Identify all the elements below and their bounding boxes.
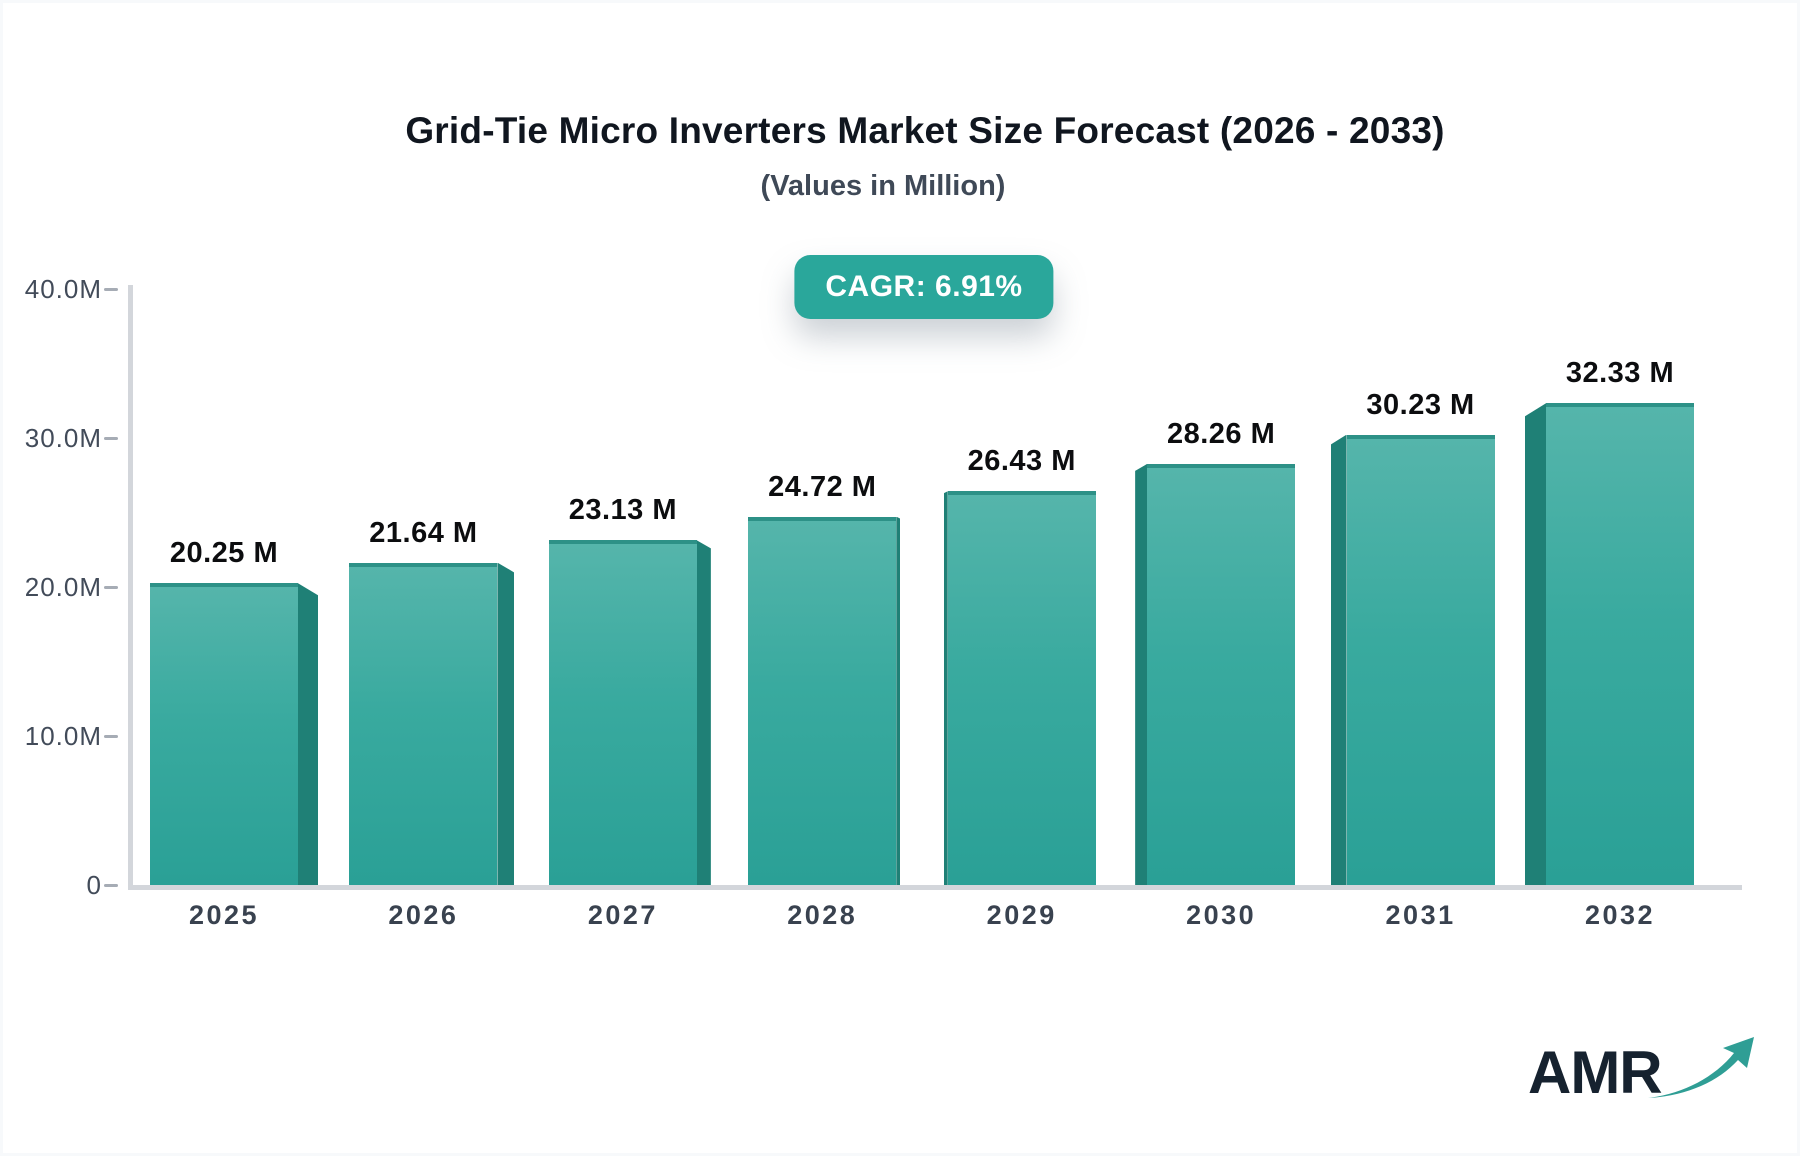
bar xyxy=(548,540,697,885)
bar-side-shadow xyxy=(896,516,901,885)
y-axis-tick xyxy=(104,288,118,291)
y-axis-label: 20.0M xyxy=(24,572,102,602)
x-axis-label: 2027 xyxy=(587,900,658,930)
y-axis-line xyxy=(128,285,133,885)
chart-subtitle: (Values in Million) xyxy=(760,170,1006,202)
x-axis-label: 2028 xyxy=(787,900,858,930)
bar-value-label: 30.23 M xyxy=(1366,388,1475,421)
y-axis-tick xyxy=(104,884,118,887)
bar-value-label: 23.13 M xyxy=(568,494,677,527)
bar xyxy=(1346,434,1495,885)
x-axis-label: 2026 xyxy=(388,900,459,930)
bar-side-shadow xyxy=(696,540,711,885)
bar xyxy=(947,491,1096,885)
bar-side-shadow xyxy=(298,583,318,885)
x-axis-label: 2030 xyxy=(1186,900,1257,930)
bar-value-label: 32.33 M xyxy=(1565,357,1675,390)
cagr-badge: CAGR: 6.91% xyxy=(794,255,1054,319)
y-axis-tick xyxy=(104,586,118,589)
y-axis-label: 30.0M xyxy=(24,423,102,453)
trend-arrow-icon xyxy=(1648,1037,1754,1098)
bar xyxy=(1147,463,1296,885)
bar xyxy=(748,516,897,885)
bar-side-shadow xyxy=(1135,463,1148,885)
y-axis-tick xyxy=(104,437,118,440)
chart-title: Grid-Tie Micro Inverters Market Size For… xyxy=(405,110,1445,151)
bar xyxy=(1546,403,1694,885)
y-axis-tick xyxy=(104,735,118,738)
x-axis-label: 2032 xyxy=(1584,900,1656,930)
y-axis-label: 10.0M xyxy=(24,721,102,751)
bar-side-shadow xyxy=(497,562,515,885)
bar-side-shadow xyxy=(1525,403,1546,885)
bar-value-label: 21.64 M xyxy=(369,516,478,549)
x-axis-label: 2025 xyxy=(188,900,260,930)
bar-side-shadow xyxy=(943,491,948,885)
amr-logo: AMR xyxy=(1528,1032,1758,1122)
bar xyxy=(349,562,498,885)
bar-value-label: 20.25 M xyxy=(169,537,279,570)
logo-text: AMR xyxy=(1528,1039,1663,1106)
bar xyxy=(150,583,298,885)
bar-value-label: 26.43 M xyxy=(967,445,1076,478)
bar-value-label: 28.26 M xyxy=(1166,417,1276,450)
bar-value-label: 24.72 M xyxy=(768,470,877,503)
y-axis-label: 0 xyxy=(86,870,102,900)
y-axis-label: 40.0M xyxy=(24,274,102,304)
x-axis-label: 2031 xyxy=(1385,900,1456,930)
x-axis-label: 2029 xyxy=(986,900,1057,930)
x-axis-line xyxy=(128,885,1742,890)
bar-side-shadow xyxy=(1330,434,1347,885)
